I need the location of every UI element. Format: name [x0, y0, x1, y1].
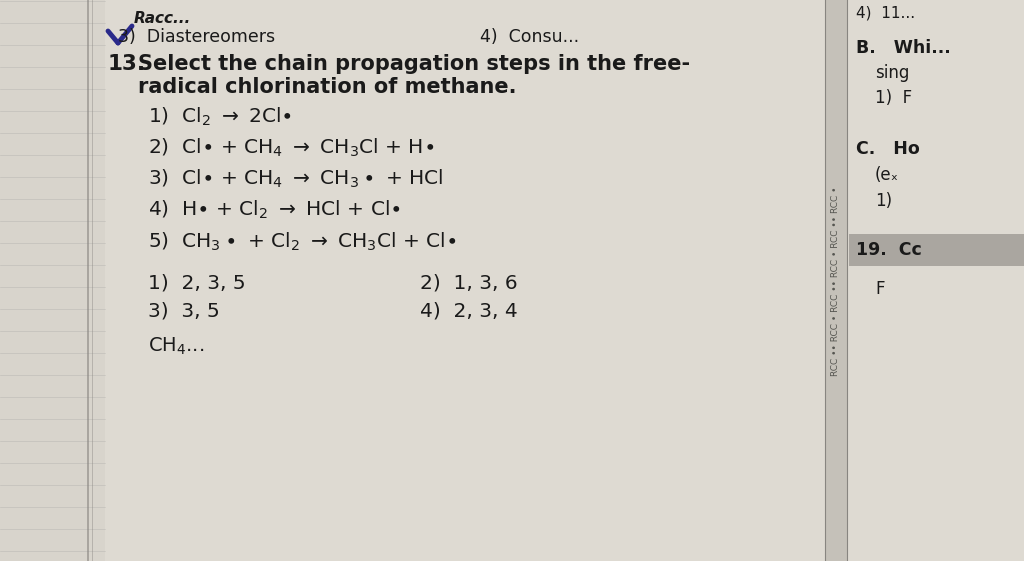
Text: 3)  3, 5: 3) 3, 5: [148, 301, 220, 320]
Text: 3)  Cl$\bullet$ + CH$_4$ $\rightarrow$ CH$_3\bullet$ + HCl: 3) Cl$\bullet$ + CH$_4$ $\rightarrow$ CH…: [148, 168, 443, 190]
Bar: [105, 0, 825, 561]
Text: Select the chain propagation steps in the free-: Select the chain propagation steps in th…: [138, 54, 690, 74]
Text: 4)  Consu...: 4) Consu...: [480, 28, 580, 46]
Text: 2)  1, 3, 6: 2) 1, 3, 6: [420, 274, 517, 292]
Text: 4)  2, 3, 4: 4) 2, 3, 4: [420, 301, 518, 320]
Text: C.   Ho: C. Ho: [856, 140, 920, 158]
Bar: [847, 0, 1024, 561]
Text: F: F: [874, 280, 885, 298]
Text: Racc...: Racc...: [134, 11, 191, 25]
Text: 5)  CH$_3\bullet$ + Cl$_2$ $\rightarrow$ CH$_3$Cl + Cl$\bullet$: 5) CH$_3\bullet$ + Cl$_2$ $\rightarrow$ …: [148, 231, 457, 253]
Text: radical chlorination of methane.: radical chlorination of methane.: [138, 77, 516, 97]
Bar: [0, 0, 105, 561]
Text: 2)  Cl$\bullet$ + CH$_4$ $\rightarrow$ CH$_3$Cl + H$\bullet$: 2) Cl$\bullet$ + CH$_4$ $\rightarrow$ CH…: [148, 137, 434, 159]
Bar: [849, 234, 1024, 266]
Text: 1)  Cl$_2$ $\rightarrow$ 2Cl$\bullet$: 1) Cl$_2$ $\rightarrow$ 2Cl$\bullet$: [148, 106, 292, 128]
Text: RCC •• RCC • RCC •• RCC • RCC •• RCC •: RCC •• RCC • RCC •• RCC • RCC •• RCC •: [831, 186, 841, 376]
Text: 1)  F: 1) F: [874, 89, 912, 107]
Text: B.   Whi...: B. Whi...: [856, 39, 950, 57]
Text: 3)  Diastereomers: 3) Diastereomers: [118, 28, 275, 46]
Bar: [825, 0, 847, 561]
Text: 1)  2, 3, 5: 1) 2, 3, 5: [148, 274, 246, 292]
Text: CH$_4$...: CH$_4$...: [148, 335, 204, 357]
Text: 19.  Cс: 19. Cс: [856, 241, 922, 259]
Text: 1): 1): [874, 192, 892, 210]
Text: 13.: 13.: [108, 54, 146, 74]
Text: sing: sing: [874, 64, 909, 82]
Text: (eₓ: (eₓ: [874, 166, 899, 184]
Text: 4)  H$\bullet$ + Cl$_2$ $\rightarrow$ HCl + Cl$\bullet$: 4) H$\bullet$ + Cl$_2$ $\rightarrow$ HCl…: [148, 199, 401, 221]
Text: 4)  11...: 4) 11...: [856, 6, 915, 21]
